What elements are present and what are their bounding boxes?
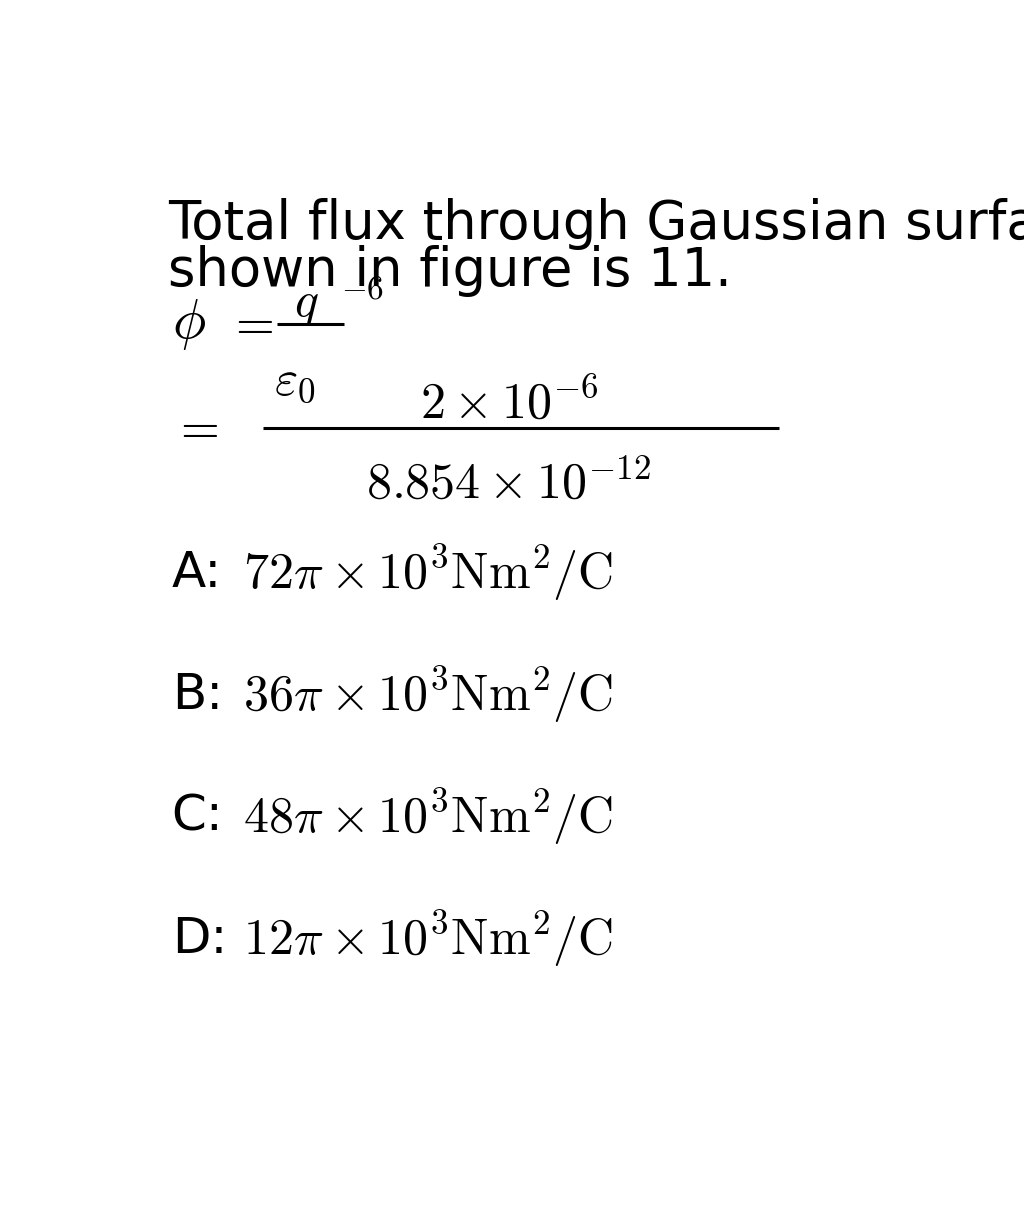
Text: $72\pi \times 10^3\mathrm{Nm}^2/\mathrm{C}$: $72\pi \times 10^3\mathrm{Nm}^2/\mathrm{… — [243, 542, 613, 603]
Text: A:: A: — [172, 549, 222, 597]
Text: $-6$: $-6$ — [341, 272, 384, 306]
Text: $\varepsilon_0$: $\varepsilon_0$ — [274, 357, 315, 406]
Text: $8.854 \times 10^{-12}$: $8.854 \times 10^{-12}$ — [367, 460, 651, 509]
Text: Total flux through Gaussian surface: Total flux through Gaussian surface — [168, 197, 1024, 250]
Text: $=$: $=$ — [227, 301, 274, 348]
Text: $12\pi \times 10^3\mathrm{Nm}^2/\mathrm{C}$: $12\pi \times 10^3\mathrm{Nm}^2/\mathrm{… — [243, 909, 613, 970]
Text: $48\pi \times 10^3\mathrm{Nm}^2/\mathrm{C}$: $48\pi \times 10^3\mathrm{Nm}^2/\mathrm{… — [243, 787, 613, 847]
Text: $2 \times 10^{-6}$: $2 \times 10^{-6}$ — [420, 380, 598, 429]
Text: C:: C: — [172, 793, 223, 840]
Text: $36\pi \times 10^3\mathrm{Nm}^2/\mathrm{C}$: $36\pi \times 10^3\mathrm{Nm}^2/\mathrm{… — [243, 665, 613, 725]
Text: D:: D: — [172, 915, 227, 962]
Text: $=$: $=$ — [172, 403, 218, 452]
Text: shown in figure is 11.: shown in figure is 11. — [168, 245, 731, 297]
Text: B:: B: — [172, 671, 223, 719]
Text: $q$: $q$ — [294, 280, 318, 328]
Text: $\phi$: $\phi$ — [172, 297, 206, 352]
